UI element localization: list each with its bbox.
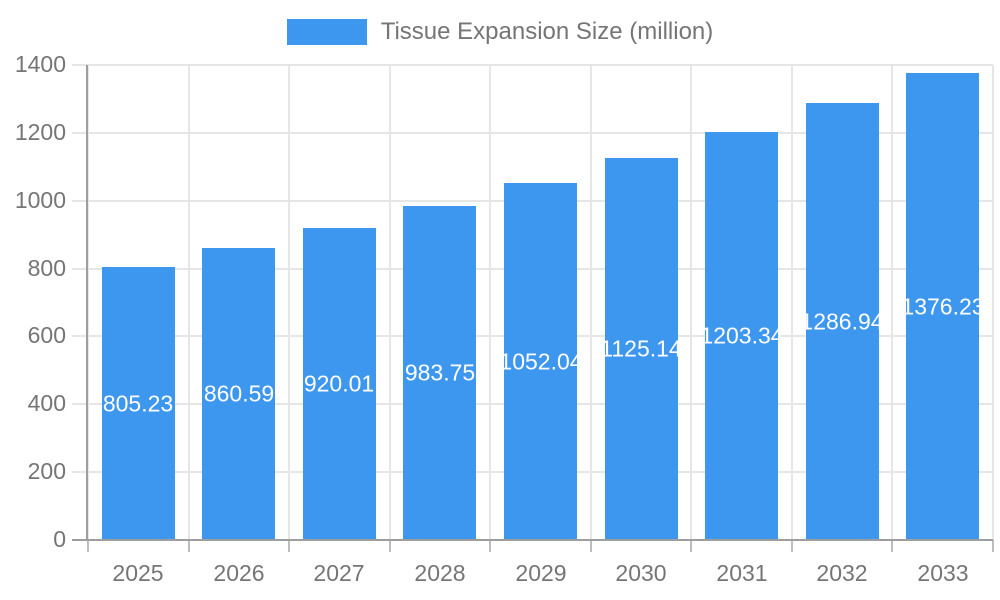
y-tick-label: 0 (53, 526, 66, 552)
bar[interactable] (705, 132, 778, 540)
category-gridline (489, 65, 491, 540)
x-tick-label: 2028 (414, 560, 466, 586)
category-gridline (87, 65, 89, 540)
category-gridline (188, 65, 190, 540)
bar[interactable] (403, 206, 476, 540)
y-axis-line (86, 65, 88, 540)
x-axis-tick (389, 540, 391, 552)
category-gridline (891, 65, 893, 540)
x-tick-label: 2027 (313, 560, 365, 586)
y-tick-label: 1400 (14, 51, 66, 77)
x-axis-line (72, 539, 993, 541)
y-tick-label: 200 (27, 458, 66, 484)
category-gridline (992, 65, 994, 540)
category-gridline (288, 65, 290, 540)
bar[interactable] (102, 267, 175, 540)
legend-label: Tissue Expansion Size (million) (380, 18, 714, 45)
category-gridline (791, 65, 793, 540)
x-axis-tick (891, 540, 893, 552)
x-axis-tick (791, 540, 793, 552)
x-tick-label: 2033 (917, 560, 969, 586)
category-gridline (690, 65, 692, 540)
bar[interactable] (202, 248, 275, 540)
category-gridline (590, 65, 592, 540)
category-gridline (389, 65, 391, 540)
y-tick-label: 1200 (14, 119, 66, 145)
y-tick-label: 1000 (14, 187, 66, 213)
x-axis-tick (288, 540, 290, 552)
x-axis-tick (489, 540, 491, 552)
bar[interactable] (605, 158, 678, 540)
x-axis-tick (690, 540, 692, 552)
y-gridline (72, 64, 993, 66)
x-axis-tick (590, 540, 592, 552)
x-axis-tick (992, 540, 994, 552)
x-tick-label: 2029 (515, 560, 567, 586)
bar[interactable] (806, 103, 879, 540)
bar[interactable] (504, 183, 577, 540)
x-tick-label: 2031 (716, 560, 768, 586)
y-tick-label: 400 (27, 390, 66, 416)
chart-legend: Tissue Expansion Size (million) (0, 17, 1000, 47)
x-tick-label: 2026 (213, 560, 265, 586)
x-tick-label: 2032 (816, 560, 868, 586)
y-tick-label: 600 (27, 322, 66, 348)
x-axis-tick (87, 540, 89, 552)
x-axis-tick (188, 540, 190, 552)
legend-swatch (286, 19, 367, 45)
y-gridline (72, 132, 993, 134)
bar[interactable] (906, 73, 979, 540)
bar[interactable] (303, 228, 376, 540)
x-tick-label: 2030 (615, 560, 667, 586)
y-tick-label: 800 (27, 255, 66, 281)
x-tick-label: 2025 (112, 560, 164, 586)
